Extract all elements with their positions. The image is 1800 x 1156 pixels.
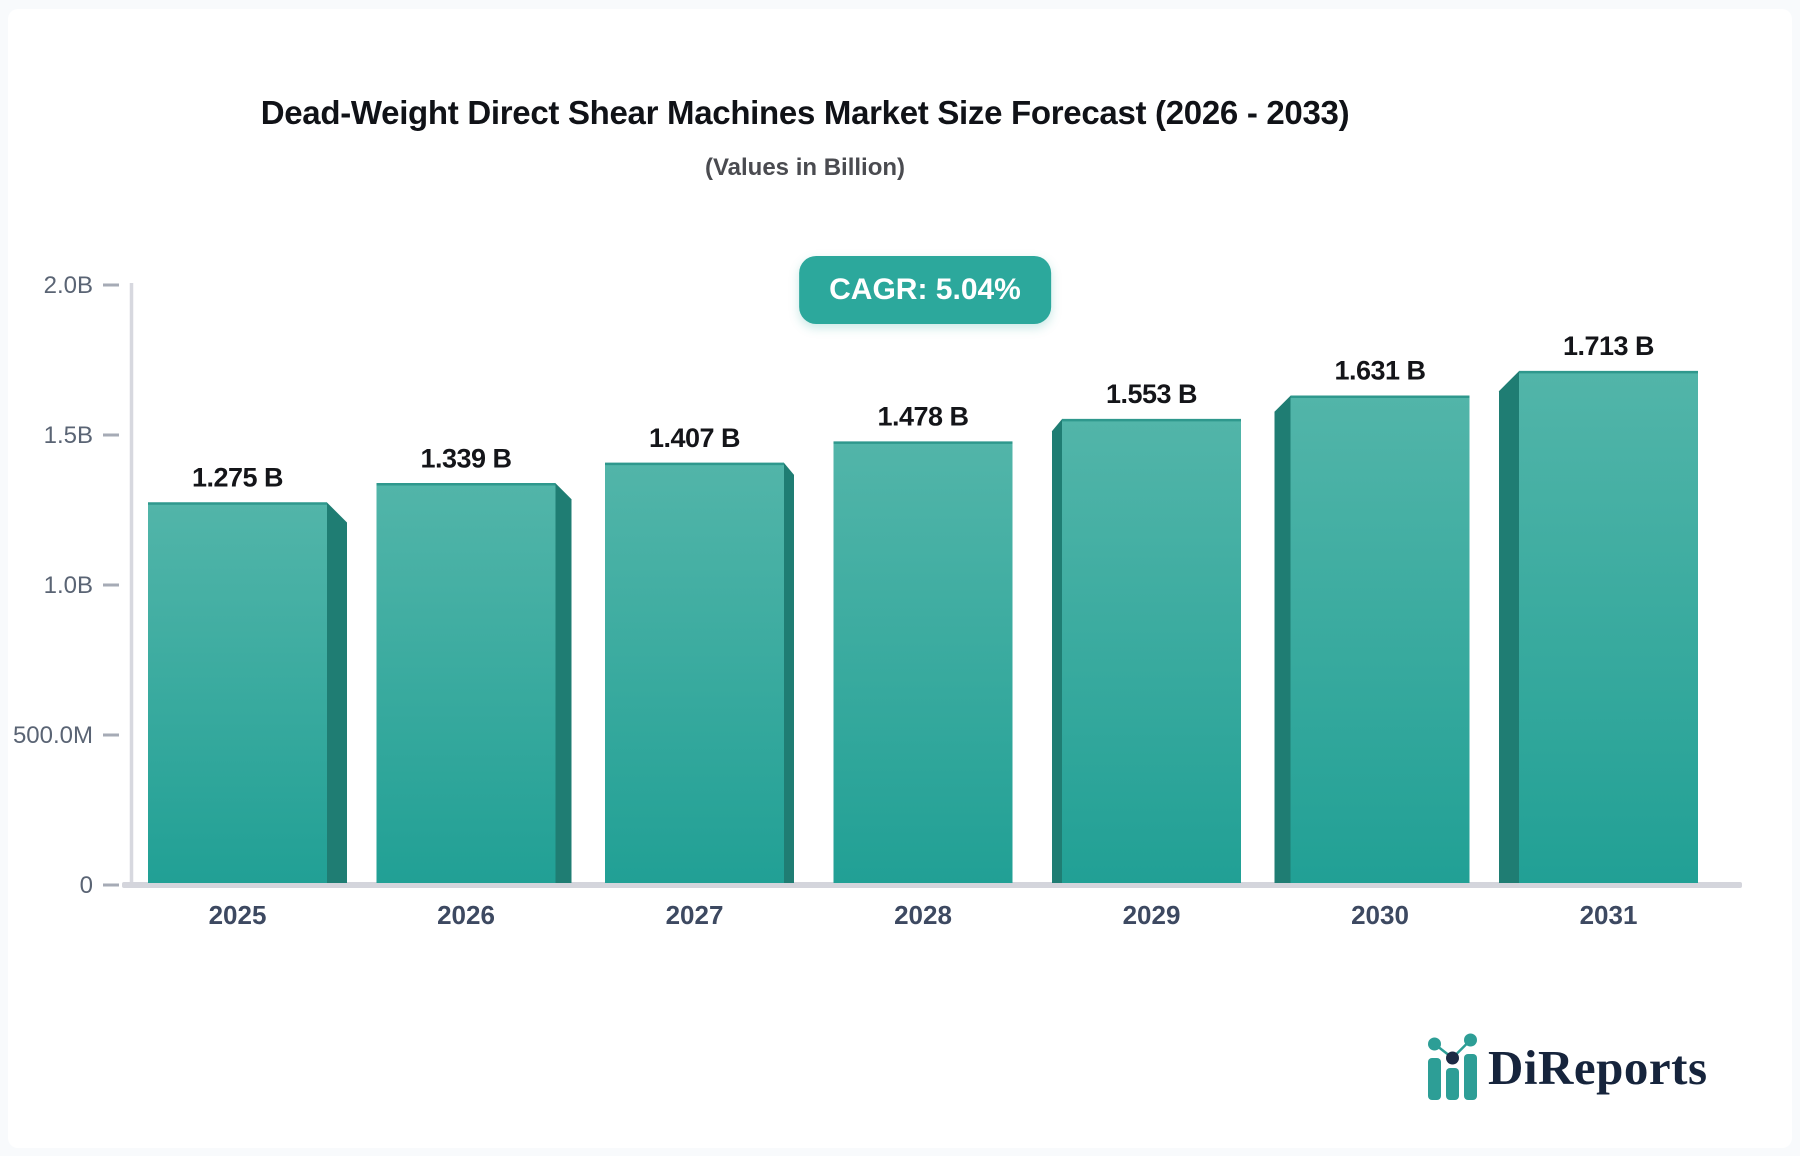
- bar-2026: [376, 483, 556, 883]
- y-tick-label-2.0B: 2.0B: [44, 272, 93, 299]
- value-label-2026: 1.339 B: [420, 443, 511, 473]
- header: Dead-Weight Direct Shear Machines Market…: [0, 94, 1610, 182]
- x-tick-label-2027: 2027: [666, 900, 724, 930]
- value-label-2027: 1.407 B: [649, 423, 740, 453]
- bar-2029: [1062, 419, 1241, 883]
- bar-2028: [833, 441, 1013, 883]
- bar-chart-trend-icon: [1428, 1033, 1477, 1100]
- x-tick-label-2028: 2028: [894, 900, 952, 930]
- cagr-badge-label: CAGR: 5.04%: [829, 273, 1021, 306]
- bar-2031: [1519, 371, 1698, 883]
- bar-2027: [605, 462, 784, 883]
- bar-2030: [1290, 395, 1470, 883]
- x-tick-label-2026: 2026: [437, 900, 495, 930]
- value-label-2028: 1.478 B: [877, 402, 968, 432]
- value-label-2031: 1.713 B: [1563, 331, 1654, 361]
- chart-subtitle: (Values in Billion): [704, 154, 906, 181]
- x-tick-label-2031: 2031: [1580, 900, 1638, 930]
- x-tick-label-2025: 2025: [209, 900, 267, 930]
- y-tick-label-500.0M: 500.0M: [13, 722, 93, 749]
- bar-side-2029: [1052, 419, 1062, 883]
- value-label-2025: 1.275 B: [192, 463, 283, 493]
- y-tick-label-1.0B: 1.0B: [44, 572, 93, 599]
- direports-logo-text: DiReports: [1488, 1040, 1708, 1095]
- chart-title: Dead-Weight Direct Shear Machines Market…: [260, 94, 1350, 131]
- x-tick-label-2030: 2030: [1351, 900, 1409, 930]
- y-tick-label-0: 0: [80, 872, 93, 899]
- value-label-2030: 1.631 B: [1334, 356, 1425, 386]
- bar-side-2030: [1274, 395, 1291, 883]
- direports-logo: DiReports: [1424, 1032, 1708, 1104]
- bar-side-2031: [1499, 371, 1519, 883]
- bar-side-2026: [555, 483, 572, 883]
- y-tick-label-1.5B: 1.5B: [44, 422, 93, 449]
- bar-side-2027: [784, 462, 794, 883]
- value-label-2029: 1.553 B: [1106, 379, 1197, 409]
- cagr-badge: CAGR: 5.04%: [799, 256, 1051, 324]
- bar-side-2025: [327, 502, 347, 883]
- x-axis-baseline: [122, 882, 1742, 888]
- bar-2025: [148, 502, 327, 883]
- x-tick-label-2029: 2029: [1123, 900, 1181, 930]
